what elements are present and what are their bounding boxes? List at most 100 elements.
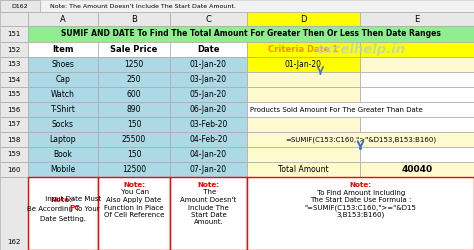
Bar: [28, 57, 98, 72]
Text: 03-Feb-20: 03-Feb-20: [189, 120, 228, 129]
Text: 154: 154: [8, 76, 21, 82]
Bar: [360, 162, 474, 177]
Bar: [360, 72, 474, 87]
Text: Sale Price: Sale Price: [110, 45, 158, 54]
Text: Criteria Date 1: Criteria Date 1: [268, 45, 338, 54]
Bar: [247, 147, 360, 162]
Bar: [0, 132, 28, 147]
Bar: [28, 102, 98, 117]
Text: Be According To Your: Be According To Your: [27, 206, 100, 212]
Text: C: C: [206, 14, 211, 24]
Text: 157: 157: [7, 122, 21, 128]
Bar: [0, 87, 28, 102]
Bar: [98, 12, 170, 26]
Text: 155: 155: [8, 92, 21, 98]
Text: 151: 151: [7, 31, 21, 37]
Text: Book: Book: [54, 150, 73, 159]
Bar: [360, 12, 474, 26]
Bar: [98, 132, 170, 147]
Bar: [0, 147, 28, 162]
Bar: [0, 0, 40, 12]
Bar: [360, 87, 474, 102]
Text: 150: 150: [127, 120, 141, 129]
Bar: [28, 87, 98, 102]
Text: 162: 162: [7, 239, 21, 245]
Text: 159: 159: [7, 152, 21, 158]
Text: SUMIF AND DATE To Find The Total Amount For Greater Then Or Less Then Date Range: SUMIF AND DATE To Find The Total Amount …: [61, 30, 441, 38]
Text: 12500: 12500: [122, 165, 146, 174]
Text: B: B: [131, 14, 137, 24]
Bar: [170, 42, 247, 57]
Text: T-Shirt: T-Shirt: [51, 105, 75, 114]
Text: 01-Jan-20: 01-Jan-20: [190, 60, 227, 69]
Text: 160: 160: [7, 166, 21, 172]
Text: Of Cell Reference: Of Cell Reference: [104, 212, 164, 218]
Text: excelhelp.in: excelhelp.in: [315, 43, 406, 56]
Bar: [247, 57, 360, 72]
Text: 158: 158: [7, 136, 21, 142]
Text: 152: 152: [8, 46, 21, 52]
Bar: [98, 102, 170, 117]
Bar: [247, 177, 474, 250]
Text: Shoes: Shoes: [52, 60, 74, 69]
Bar: [360, 42, 474, 57]
Bar: [170, 147, 247, 162]
Bar: [28, 26, 474, 42]
Text: 150: 150: [127, 150, 141, 159]
Bar: [0, 57, 28, 72]
Text: 03-Jan-20: 03-Jan-20: [190, 75, 227, 84]
Bar: [28, 162, 98, 177]
Text: 153: 153: [7, 62, 21, 68]
Text: Date Setting.: Date Setting.: [40, 216, 86, 222]
Bar: [0, 102, 28, 117]
Text: To Find Amount Including: To Find Amount Including: [315, 190, 406, 196]
Text: 06-Jan-20: 06-Jan-20: [190, 105, 227, 114]
Bar: [28, 72, 98, 87]
Text: 40040: 40040: [401, 165, 433, 174]
Bar: [98, 147, 170, 162]
Text: Start Date: Start Date: [191, 212, 227, 218]
Text: 890: 890: [127, 105, 141, 114]
Bar: [0, 42, 28, 57]
Text: 04-Feb-20: 04-Feb-20: [189, 135, 228, 144]
Bar: [0, 177, 28, 250]
Text: "=SUMIF(C153:C160,">="&D15: "=SUMIF(C153:C160,">="&D15: [305, 204, 417, 211]
Bar: [247, 42, 360, 57]
Text: Input Date Must: Input Date Must: [25, 196, 101, 202]
Bar: [170, 12, 247, 26]
Text: Watch: Watch: [51, 90, 75, 99]
Text: 600: 600: [127, 90, 141, 99]
Bar: [170, 57, 247, 72]
Text: PC: PC: [70, 206, 80, 212]
Bar: [28, 117, 98, 132]
Bar: [247, 87, 360, 102]
Bar: [0, 117, 28, 132]
Bar: [98, 42, 170, 57]
Bar: [360, 57, 474, 72]
Bar: [98, 177, 170, 250]
Text: Note:: Note:: [349, 182, 372, 188]
Text: 156: 156: [7, 106, 21, 112]
Bar: [170, 102, 247, 117]
Bar: [247, 72, 360, 87]
Text: Mobile: Mobile: [50, 165, 76, 174]
Bar: [247, 117, 360, 132]
Text: The: The: [201, 190, 216, 196]
Text: D: D: [300, 14, 307, 24]
Text: Socks: Socks: [52, 120, 74, 129]
Text: Date: Date: [197, 45, 220, 54]
Text: Total Amount: Total Amount: [278, 165, 329, 174]
Bar: [28, 147, 98, 162]
Text: 1250: 1250: [124, 60, 144, 69]
Bar: [28, 177, 98, 250]
Bar: [98, 72, 170, 87]
Text: 05-Jan-20: 05-Jan-20: [190, 90, 227, 99]
Text: Also Apply Date: Also Apply Date: [106, 197, 162, 203]
Text: 04-Jan-20: 04-Jan-20: [190, 150, 227, 159]
Text: Note:: Note:: [198, 182, 219, 188]
Bar: [0, 162, 28, 177]
Text: 250: 250: [127, 75, 141, 84]
Bar: [28, 12, 98, 26]
Text: Products Sold Amount For The Greater Than Date: Products Sold Amount For The Greater Tha…: [250, 106, 423, 112]
Bar: [247, 12, 360, 26]
